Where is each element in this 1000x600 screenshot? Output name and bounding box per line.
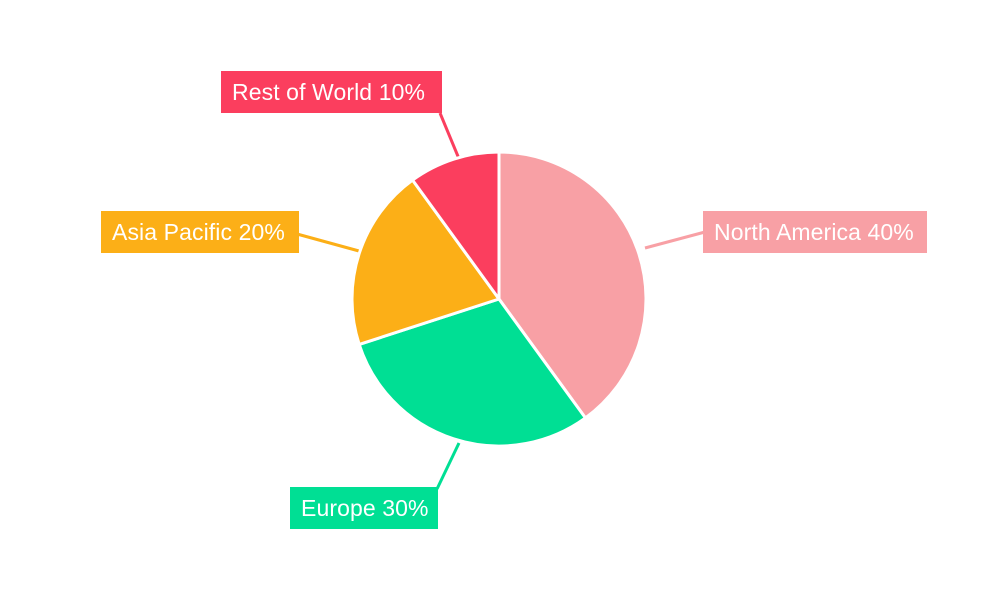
slice-label-north-america[interactable]: North America 40% bbox=[703, 211, 927, 253]
slice-label-asia-pacific[interactable]: Asia Pacific 20% bbox=[101, 211, 299, 253]
pie-slice-rest-of-world[interactable] bbox=[411, 150, 501, 301]
pie-slice-asia-pacific[interactable] bbox=[350, 178, 501, 346]
pie-slice-europe[interactable] bbox=[357, 297, 587, 448]
slice-label-europe[interactable]: Europe 30% bbox=[290, 487, 438, 529]
leader-line-north-america bbox=[644, 230, 706, 250]
leader-line-europe bbox=[435, 442, 461, 490]
slice-label-rest-of-world[interactable]: Rest of World 10% bbox=[221, 71, 442, 113]
pie-slice-north-america[interactable] bbox=[497, 150, 648, 420]
leader-line-asia-pacific bbox=[296, 232, 360, 253]
pie-slice-group bbox=[350, 150, 648, 448]
